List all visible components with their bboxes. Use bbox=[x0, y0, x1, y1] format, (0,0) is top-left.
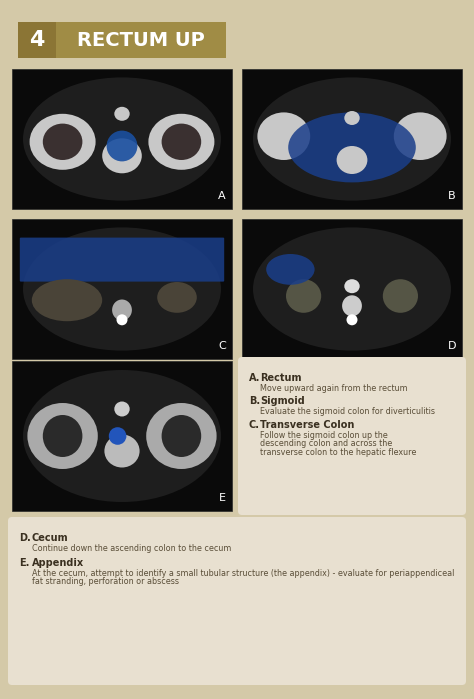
Ellipse shape bbox=[257, 113, 310, 160]
Text: Move upward again from the rectum: Move upward again from the rectum bbox=[260, 384, 408, 393]
Text: RECTUM UP: RECTUM UP bbox=[77, 31, 205, 50]
Text: fat stranding, perforation or abscess: fat stranding, perforation or abscess bbox=[32, 577, 179, 586]
Text: Transverse Colon: Transverse Colon bbox=[260, 420, 355, 430]
Ellipse shape bbox=[288, 113, 416, 182]
Circle shape bbox=[346, 315, 357, 325]
FancyBboxPatch shape bbox=[12, 69, 232, 209]
FancyBboxPatch shape bbox=[12, 361, 232, 511]
FancyBboxPatch shape bbox=[242, 219, 462, 359]
Text: Continue down the ascending colon to the cecum: Continue down the ascending colon to the… bbox=[32, 544, 231, 553]
FancyBboxPatch shape bbox=[18, 22, 56, 58]
Ellipse shape bbox=[394, 113, 447, 160]
FancyBboxPatch shape bbox=[8, 517, 466, 685]
Text: B: B bbox=[448, 191, 456, 201]
FancyBboxPatch shape bbox=[20, 238, 224, 282]
Text: D.: D. bbox=[19, 533, 31, 543]
Ellipse shape bbox=[162, 415, 201, 457]
Ellipse shape bbox=[102, 138, 142, 173]
Ellipse shape bbox=[344, 111, 360, 125]
Text: Appendix: Appendix bbox=[32, 558, 84, 568]
Ellipse shape bbox=[32, 279, 102, 322]
Text: Sigmoid: Sigmoid bbox=[260, 396, 305, 407]
Ellipse shape bbox=[383, 279, 418, 312]
Ellipse shape bbox=[23, 78, 221, 201]
Ellipse shape bbox=[43, 124, 82, 160]
Text: Evaluate the sigmoid colon for diverticulitis: Evaluate the sigmoid colon for diverticu… bbox=[260, 408, 435, 417]
Text: A: A bbox=[219, 191, 226, 201]
Text: Follow the sigmoid colon up the: Follow the sigmoid colon up the bbox=[260, 431, 388, 440]
Ellipse shape bbox=[23, 227, 221, 351]
Ellipse shape bbox=[286, 279, 321, 312]
Circle shape bbox=[109, 427, 127, 445]
Ellipse shape bbox=[157, 282, 197, 312]
Ellipse shape bbox=[253, 227, 451, 351]
Text: Cecum: Cecum bbox=[32, 533, 69, 543]
FancyBboxPatch shape bbox=[238, 357, 466, 515]
Text: E: E bbox=[219, 493, 226, 503]
Ellipse shape bbox=[337, 146, 367, 174]
Text: transverse colon to the hepatic flexure: transverse colon to the hepatic flexure bbox=[260, 448, 416, 457]
FancyBboxPatch shape bbox=[56, 22, 226, 58]
Ellipse shape bbox=[27, 403, 98, 469]
Ellipse shape bbox=[29, 114, 96, 170]
Text: descending colon and across the: descending colon and across the bbox=[260, 440, 392, 449]
Ellipse shape bbox=[43, 415, 82, 457]
Text: At the cecum, attempt to identify a small tubular structure (the appendix) - eva: At the cecum, attempt to identify a smal… bbox=[32, 568, 455, 577]
Text: C: C bbox=[218, 341, 226, 351]
Ellipse shape bbox=[23, 370, 221, 502]
Text: 4: 4 bbox=[29, 30, 45, 50]
Ellipse shape bbox=[253, 78, 451, 201]
Text: A.: A. bbox=[249, 373, 260, 383]
Circle shape bbox=[117, 315, 128, 325]
Text: C.: C. bbox=[249, 420, 260, 430]
Ellipse shape bbox=[112, 299, 132, 321]
FancyBboxPatch shape bbox=[242, 69, 462, 209]
FancyBboxPatch shape bbox=[12, 219, 232, 359]
Text: B.: B. bbox=[249, 396, 260, 407]
Ellipse shape bbox=[146, 403, 217, 469]
Ellipse shape bbox=[148, 114, 214, 170]
Ellipse shape bbox=[104, 435, 140, 468]
Ellipse shape bbox=[342, 295, 362, 317]
Text: E.: E. bbox=[19, 558, 29, 568]
Ellipse shape bbox=[344, 279, 360, 293]
Ellipse shape bbox=[266, 254, 315, 284]
Ellipse shape bbox=[114, 401, 130, 417]
Ellipse shape bbox=[162, 124, 201, 160]
Text: D: D bbox=[447, 341, 456, 351]
Ellipse shape bbox=[114, 107, 130, 121]
Text: Rectum: Rectum bbox=[260, 373, 301, 383]
Circle shape bbox=[107, 131, 137, 161]
